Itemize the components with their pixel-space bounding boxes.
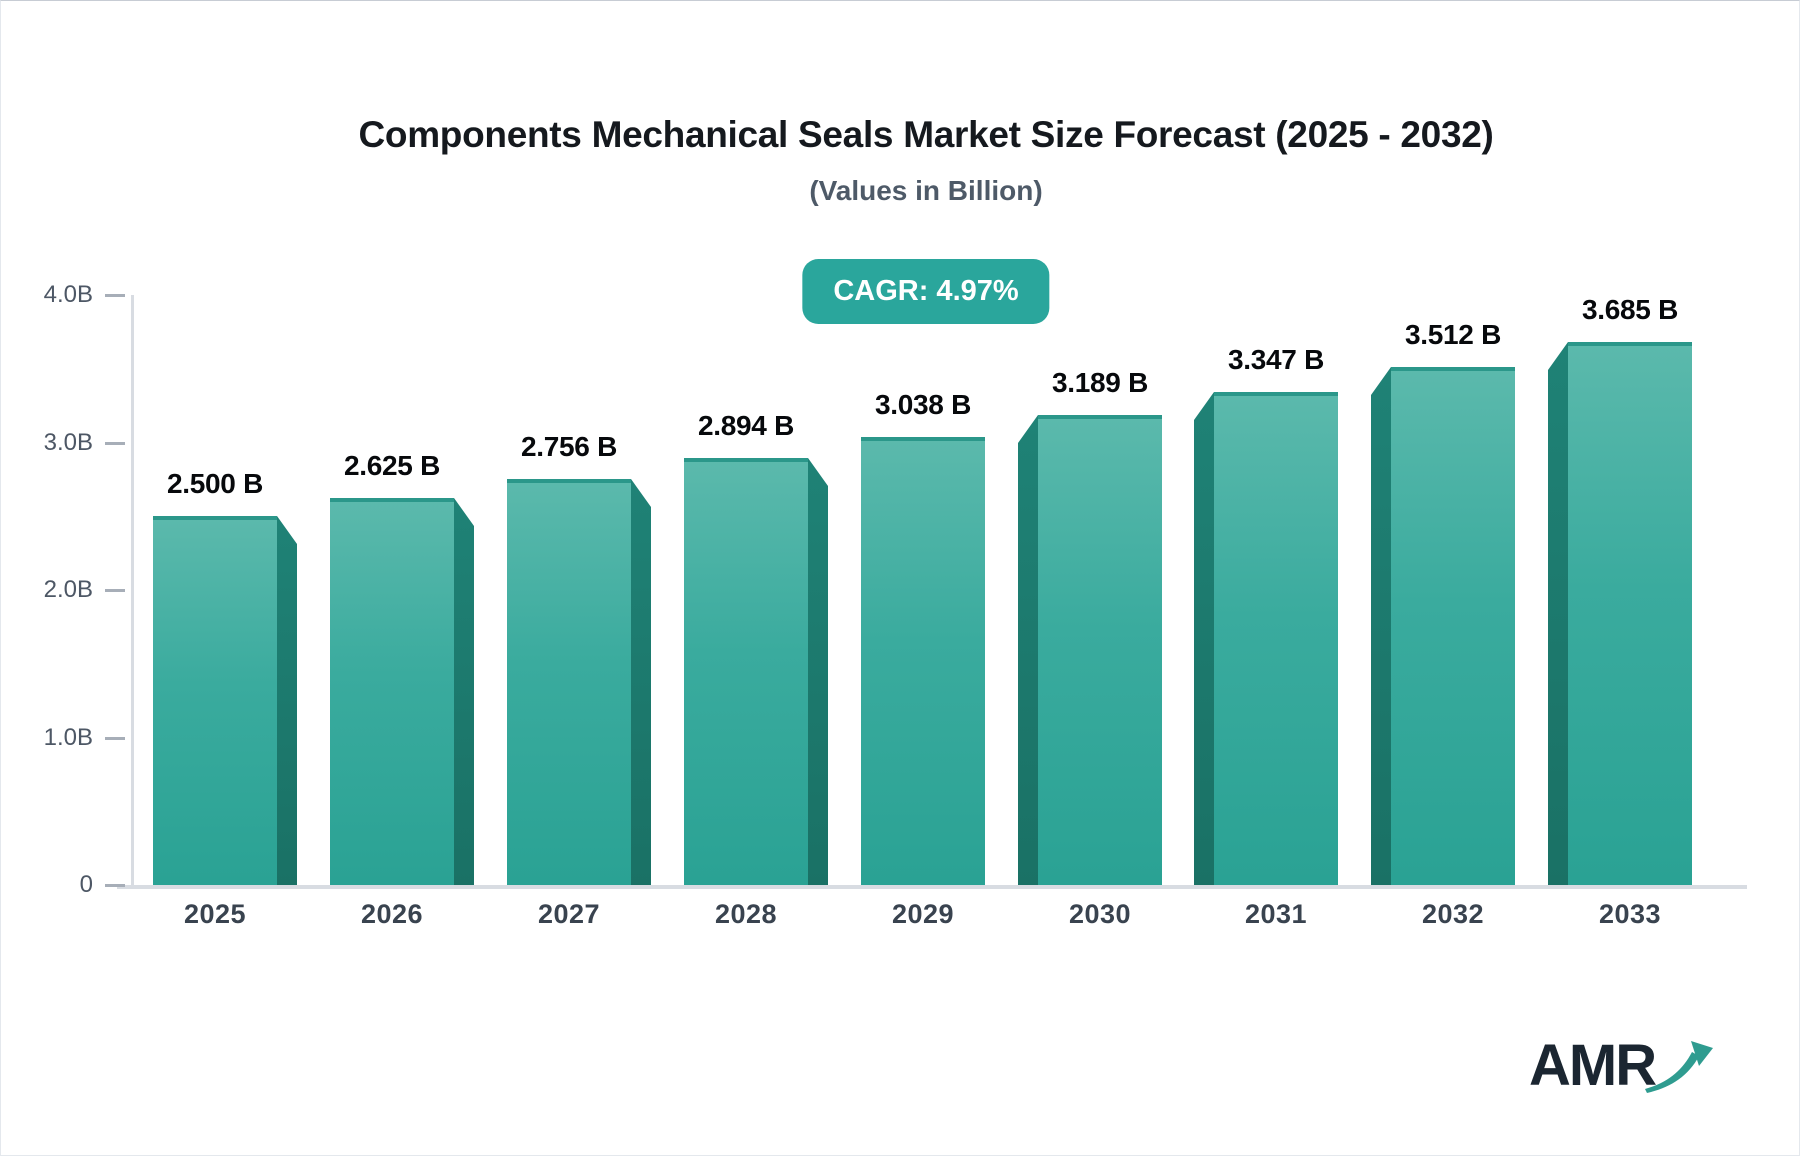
brand-logo: AMR	[1529, 1037, 1715, 1102]
x-axis-label: 2026	[360, 899, 424, 929]
y-axis-tick	[105, 884, 125, 887]
bar	[684, 458, 808, 885]
bar	[1568, 342, 1692, 885]
y-axis-tick	[105, 441, 125, 445]
bar-value-label: 3.189 B	[1052, 367, 1148, 398]
y-axis-tick	[105, 589, 125, 593]
chart-subtitle: (Values in Billion)	[809, 175, 1043, 206]
bar-side-shade	[1194, 392, 1214, 885]
bar	[1214, 392, 1338, 885]
bar	[861, 437, 985, 885]
bar	[507, 479, 631, 885]
bar-value-label: 3.685 B	[1582, 294, 1678, 325]
brand-logo-text: AMR	[1529, 1033, 1657, 1098]
x-axis-label: 2027	[537, 899, 601, 929]
bar-side-shade	[808, 458, 828, 885]
y-axis-line	[131, 295, 134, 886]
bar-value-label: 3.038 B	[875, 389, 971, 420]
bar-side-shade	[1371, 367, 1391, 885]
bar-side-shade	[1018, 415, 1038, 885]
y-axis-label: 0	[79, 871, 93, 898]
x-axis-label: 2032	[1421, 899, 1485, 929]
x-axis-label: 2031	[1244, 899, 1308, 929]
y-axis-tick	[105, 736, 125, 740]
bar-side-shade	[631, 479, 651, 885]
y-axis-label: 3.0B	[43, 428, 93, 456]
x-axis-baseline	[117, 885, 1747, 889]
bar	[330, 498, 454, 885]
x-axis-label: 2029	[891, 899, 955, 929]
bar-value-label: 2.625 B	[344, 450, 440, 481]
x-axis-label: 2028	[714, 899, 778, 929]
bar	[153, 516, 277, 885]
bar-value-label: 3.347 B	[1228, 344, 1324, 375]
y-axis-label: 2.0B	[43, 576, 93, 604]
y-axis-label: 4.0B	[43, 281, 93, 309]
bar-value-label: 2.500 B	[167, 468, 263, 499]
bar	[1038, 415, 1162, 885]
x-axis-label: 2033	[1598, 899, 1662, 929]
x-axis-label: 2030	[1068, 899, 1132, 929]
chart-title: Components Mechanical Seals Market Size …	[358, 114, 1494, 155]
bar-side-shade	[454, 498, 474, 885]
bar	[1391, 367, 1515, 885]
bar-side-shade	[1548, 342, 1568, 885]
bar-value-label: 2.894 B	[698, 410, 794, 441]
bar-value-label: 2.756 B	[521, 431, 617, 462]
bar-side-shade	[277, 516, 297, 885]
cagr-badge: CAGR: 4.97%	[802, 259, 1050, 324]
y-axis-tick	[105, 294, 125, 298]
growth-arrow-icon	[1643, 1039, 1715, 1102]
y-axis-label: 1.0B	[43, 723, 93, 751]
bar-value-label: 3.512 B	[1405, 319, 1501, 350]
x-axis-label: 2025	[183, 899, 247, 929]
